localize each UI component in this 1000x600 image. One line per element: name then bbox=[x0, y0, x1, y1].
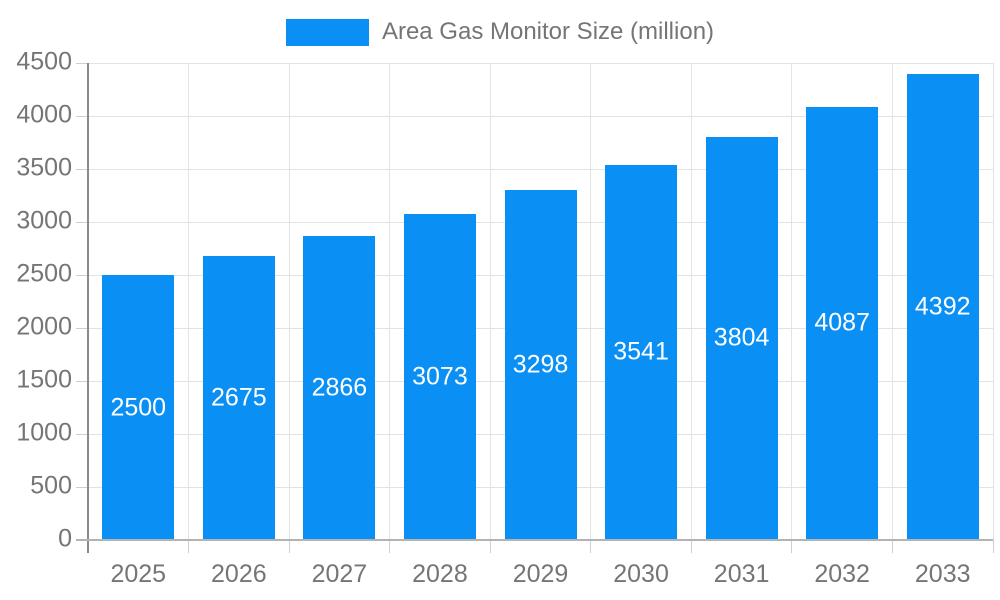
y-axis-tick-label: 500 bbox=[30, 471, 72, 500]
chart-legend: Area Gas Monitor Size (million) bbox=[0, 18, 1000, 46]
bar: 3073 bbox=[403, 214, 476, 540]
x-axis-tick bbox=[891, 540, 893, 553]
gridline-vertical bbox=[288, 63, 290, 540]
gridline-horizontal bbox=[88, 62, 993, 64]
x-axis-category-label: 2033 bbox=[914, 560, 971, 588]
y-axis-tick bbox=[76, 433, 88, 435]
gridline-horizontal bbox=[88, 168, 993, 170]
gridline-vertical bbox=[489, 63, 491, 540]
bar: 2866 bbox=[303, 236, 376, 540]
y-axis-tick-label: 1500 bbox=[16, 365, 72, 394]
x-axis-tick bbox=[288, 540, 290, 553]
y-axis-tick-label: 0 bbox=[58, 524, 72, 553]
bar: 4087 bbox=[806, 106, 879, 540]
y-axis-tick-label: 2500 bbox=[16, 259, 72, 288]
x-axis-category-label: 2029 bbox=[512, 560, 569, 588]
x-axis-tick bbox=[992, 540, 994, 553]
y-axis-tick-label: 1000 bbox=[16, 418, 72, 447]
bar: 4392 bbox=[906, 74, 979, 540]
gridline-vertical bbox=[389, 63, 391, 540]
x-axis-tick bbox=[791, 540, 793, 553]
bar-value-label: 2866 bbox=[311, 373, 368, 402]
x-axis-tick bbox=[690, 540, 692, 553]
x-axis-category-label: 2027 bbox=[311, 560, 368, 588]
y-axis-tick bbox=[76, 486, 88, 488]
y-axis-tick-label: 4000 bbox=[16, 100, 72, 129]
y-axis-tick-label: 4500 bbox=[16, 47, 72, 76]
gridline-vertical bbox=[188, 63, 190, 540]
bar: 2675 bbox=[202, 256, 275, 540]
bar: 3541 bbox=[605, 164, 678, 540]
y-axis-tick-label: 2000 bbox=[16, 312, 72, 341]
y-axis-tick bbox=[76, 274, 88, 276]
x-axis-category-label: 2032 bbox=[814, 560, 870, 588]
x-axis-tick bbox=[489, 540, 491, 553]
legend-swatch-icon bbox=[285, 18, 369, 46]
y-axis-tick bbox=[76, 115, 88, 117]
bar-value-label: 4087 bbox=[814, 308, 870, 337]
bar-value-label: 3298 bbox=[512, 350, 569, 379]
x-axis-tick bbox=[590, 540, 592, 553]
y-axis-tick-label: 3000 bbox=[16, 206, 72, 235]
legend-label: Area Gas Monitor Size (million) bbox=[381, 18, 715, 45]
y-axis-tick bbox=[76, 380, 88, 382]
bar-value-label: 4392 bbox=[914, 292, 971, 321]
y-axis-tick bbox=[76, 168, 88, 170]
gridline-vertical bbox=[590, 63, 592, 540]
gridline-vertical bbox=[791, 63, 793, 540]
bar-value-label: 2500 bbox=[110, 393, 167, 421]
x-axis-tick bbox=[389, 540, 391, 553]
y-axis-tick bbox=[76, 221, 88, 223]
bar-value-label: 3541 bbox=[613, 337, 669, 366]
x-axis-line bbox=[76, 539, 993, 541]
y-axis-tick bbox=[76, 62, 88, 64]
x-axis-tick bbox=[188, 540, 190, 553]
gridline-vertical bbox=[992, 63, 994, 540]
y-axis-line bbox=[87, 63, 89, 553]
y-axis-tick bbox=[76, 327, 88, 329]
gridline-vertical bbox=[891, 63, 893, 540]
x-axis-category-label: 2031 bbox=[713, 560, 770, 588]
bar: 2500 bbox=[102, 275, 175, 540]
x-axis-category-label: 2030 bbox=[613, 560, 669, 588]
bar-value-label: 2675 bbox=[211, 383, 267, 412]
x-axis-category-label: 2026 bbox=[211, 560, 267, 588]
x-axis-category-label: 2028 bbox=[412, 560, 468, 588]
y-axis-tick-label: 3500 bbox=[16, 153, 72, 182]
bar-value-label: 3804 bbox=[713, 323, 770, 352]
bar: 3804 bbox=[705, 136, 778, 540]
gridline-horizontal bbox=[88, 115, 993, 117]
gridline-vertical bbox=[690, 63, 692, 540]
bar-value-label: 3073 bbox=[412, 362, 468, 391]
bar: 3298 bbox=[504, 190, 577, 540]
x-axis-category-label: 2025 bbox=[110, 560, 167, 588]
